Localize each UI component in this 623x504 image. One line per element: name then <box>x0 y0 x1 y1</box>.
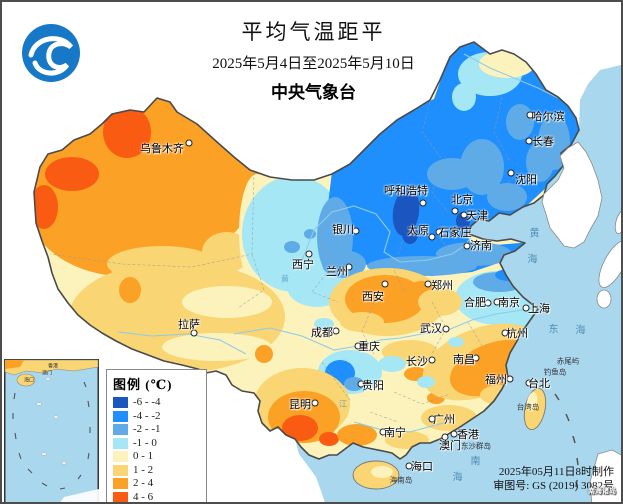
inset-mainland <box>4 359 99 376</box>
rivers <box>117 53 559 433</box>
credit-review-number: 审图号: GS (2019) 3082号 <box>493 480 614 492</box>
credit-produced: 2025年05月11日8时制作 <box>498 466 614 478</box>
cma-logo <box>22 24 80 82</box>
legend-swatch <box>113 491 128 502</box>
legend-label: -4 - -2 <box>133 409 161 422</box>
legend-swatch <box>113 424 128 436</box>
legend-item: 2 - 4 <box>113 477 200 491</box>
korea-peninsula <box>541 141 603 249</box>
legend-item: -4 - -2 <box>113 410 200 424</box>
legend-swatch <box>113 451 128 463</box>
legend-label: 0 - 1 <box>133 450 154 463</box>
legend-label: 2 - 4 <box>133 477 154 490</box>
legend-item: 4 - 6 <box>113 490 200 503</box>
legend-item: -6 - -4 <box>113 396 200 410</box>
legend-swatch <box>113 410 128 422</box>
inset-islands <box>36 377 67 465</box>
map-credits: 2025年05月11日8时制作 审图号: GS (2019) 3082号 <box>493 465 614 493</box>
legend-swatch <box>113 478 128 490</box>
legend-label: 1 - 2 <box>133 463 154 476</box>
legend-label: 4 - 6 <box>133 490 154 503</box>
legend-label: -1 - 0 <box>133 436 157 449</box>
legend-swatch <box>113 437 128 449</box>
taiwan-island <box>523 387 547 431</box>
legend-label: -2 - -1 <box>133 423 161 436</box>
inset-hainan <box>16 373 36 387</box>
south-china-sea-inset <box>4 359 99 502</box>
japan-islands <box>596 209 621 309</box>
legend-swatch <box>113 397 128 409</box>
legend-item: -2 - -1 <box>113 423 200 437</box>
legend-item: 1 - 2 <box>113 464 200 478</box>
inset-dash-line <box>12 381 91 490</box>
legend-title: 图例 (℃) <box>113 377 173 392</box>
china-border <box>33 41 580 460</box>
luzon-island <box>589 449 621 502</box>
legend-swatch <box>113 464 128 476</box>
legend-item: 0 - 1 <box>113 450 200 464</box>
legend-item: -1 - 0 <box>113 437 200 451</box>
inset-caption: 南海诸岛 <box>588 487 616 495</box>
dash-line <box>554 393 579 488</box>
cma-logo-swirl <box>28 36 74 76</box>
legend-label: -6 - -4 <box>133 396 161 409</box>
hainan-island <box>352 460 400 490</box>
inset-mainland-west <box>5 360 24 369</box>
province-borders <box>49 96 523 423</box>
inset-borneo <box>60 489 99 502</box>
